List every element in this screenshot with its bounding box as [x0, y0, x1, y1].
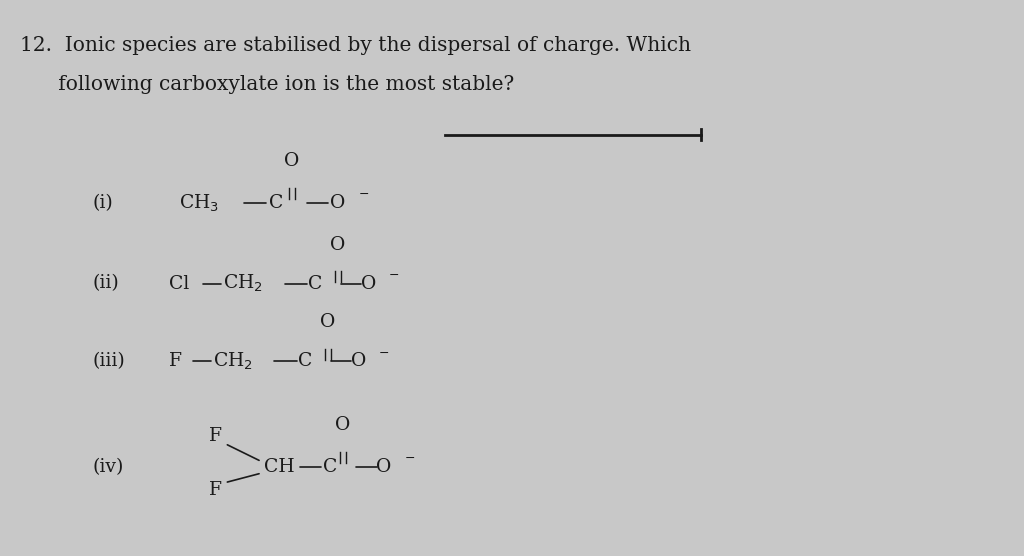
Text: CH$_3$: CH$_3$ — [179, 192, 219, 214]
Text: O: O — [336, 416, 350, 434]
Text: CH$_2$: CH$_2$ — [223, 273, 263, 294]
Text: O: O — [285, 152, 299, 170]
Text: (ii): (ii) — [92, 275, 119, 292]
Text: −: − — [379, 346, 389, 360]
Text: 12.  Ionic species are stabilised by the dispersal of charge. Which: 12. Ionic species are stabilised by the … — [20, 36, 691, 55]
Text: (i): (i) — [92, 194, 113, 212]
Text: F: F — [169, 353, 182, 370]
Text: O: O — [351, 353, 366, 370]
Text: following carboxylate ion is the most stable?: following carboxylate ion is the most st… — [20, 75, 515, 94]
Text: O: O — [361, 275, 376, 292]
Text: −: − — [404, 452, 415, 465]
Text: CH$_2$: CH$_2$ — [213, 351, 253, 372]
Text: (iii): (iii) — [92, 353, 125, 370]
Text: C: C — [323, 458, 337, 476]
Text: O: O — [321, 314, 335, 331]
Text: −: − — [389, 269, 399, 282]
Text: (iv): (iv) — [92, 458, 124, 476]
Text: Cl: Cl — [169, 275, 189, 292]
Text: O: O — [331, 236, 345, 254]
Text: F: F — [209, 481, 221, 499]
Text: −: − — [358, 188, 369, 201]
Text: C: C — [269, 194, 284, 212]
Text: O: O — [377, 458, 391, 476]
Text: CH: CH — [264, 458, 295, 476]
Text: F: F — [209, 428, 221, 445]
Text: C: C — [308, 275, 323, 292]
Text: O: O — [331, 194, 345, 212]
Text: C: C — [298, 353, 312, 370]
